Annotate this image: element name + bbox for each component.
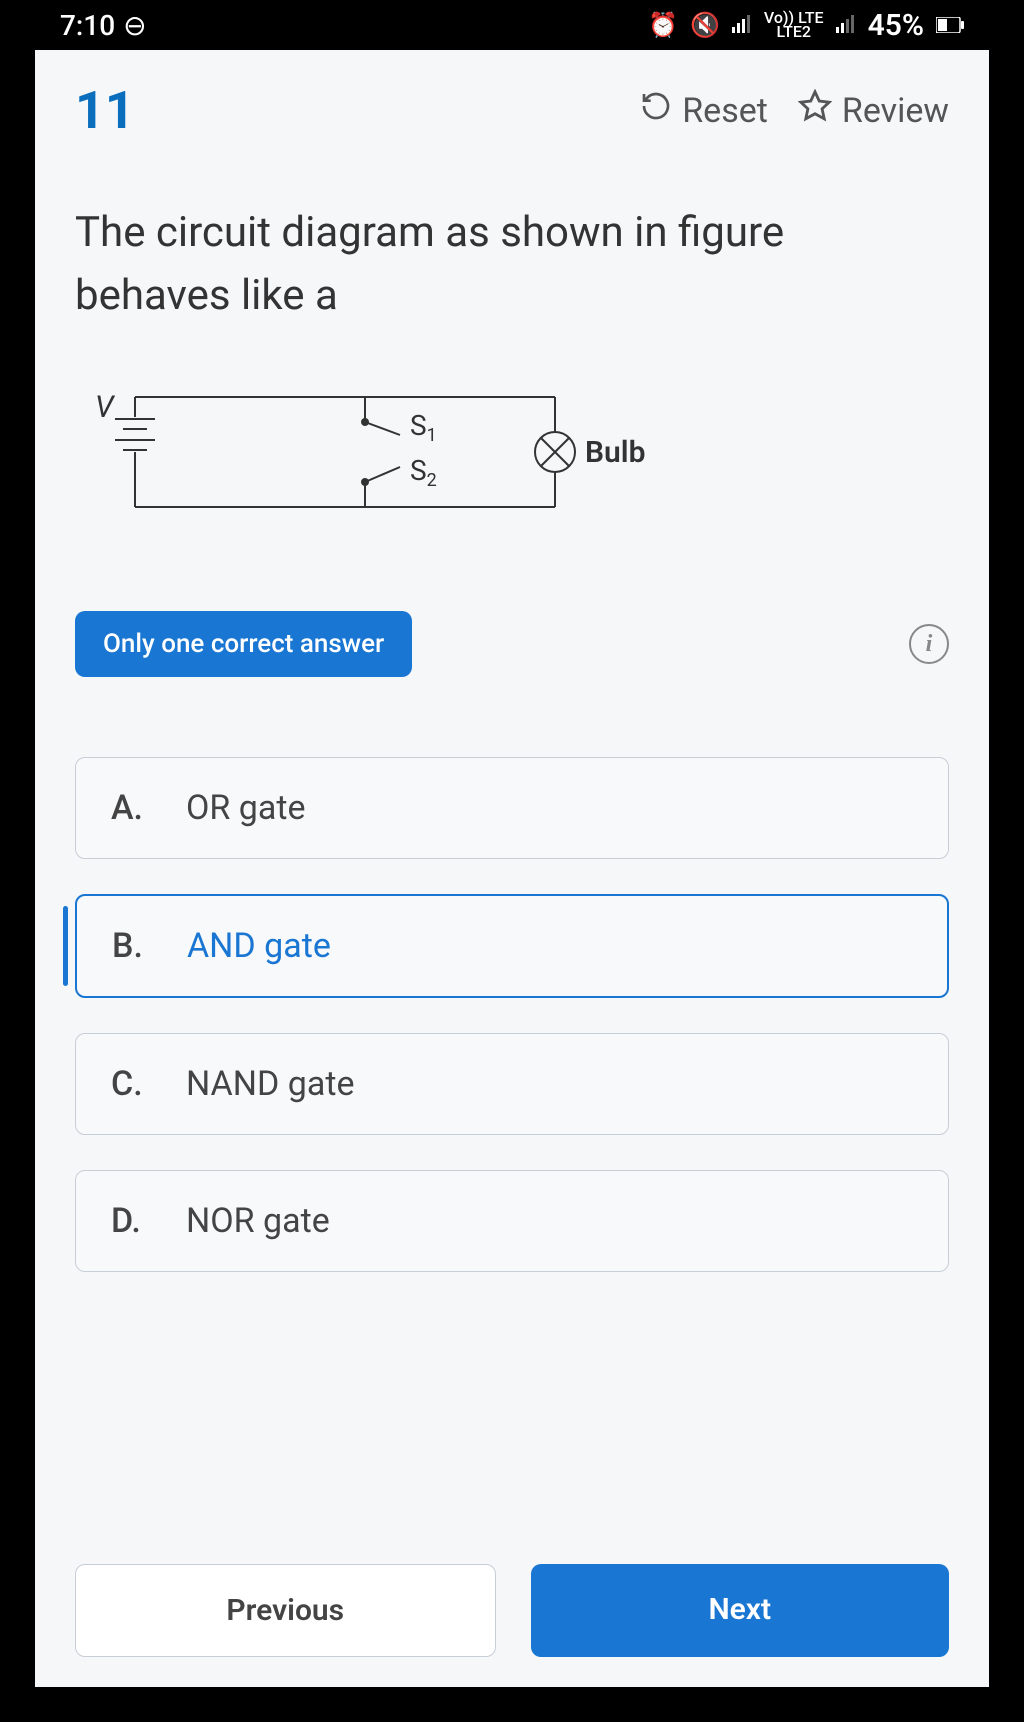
next-button[interactable]: Next: [531, 1564, 950, 1657]
circuit-diagram: V S1 S2 Bulb: [75, 367, 949, 551]
review-label: Review: [842, 91, 949, 131]
option-letter: C.: [111, 1064, 151, 1104]
review-button[interactable]: Review: [798, 89, 949, 132]
circuit-v-label: V: [95, 390, 116, 425]
alarm-icon: ⏰: [648, 11, 678, 39]
info-icon[interactable]: i: [909, 624, 949, 664]
reset-button[interactable]: Reset: [640, 90, 768, 131]
option-text: OR gate: [186, 788, 306, 828]
footer-navigation: Previous Next: [75, 1504, 949, 1657]
battery-percentage: 45%: [868, 8, 924, 43]
option-letter: B.: [112, 926, 152, 966]
network-label: Vo)) LTE LTE2: [764, 11, 824, 40]
status-bar: 7:10 ⊖ ⏰ 🔇 Vo)) LTE LTE2 45%: [35, 0, 989, 50]
status-time: 7:10: [60, 9, 115, 42]
reset-icon: [640, 90, 672, 131]
dnd-icon: ⊖: [123, 9, 146, 42]
option-letter: A.: [111, 788, 151, 828]
reset-label: Reset: [682, 91, 768, 131]
answer-type-badge: Only one correct answer: [75, 611, 412, 677]
signal-icon: [732, 11, 752, 39]
option-a[interactable]: A. OR gate: [75, 757, 949, 859]
mute-icon: 🔇: [690, 11, 720, 39]
circuit-s1-label: S1: [410, 409, 437, 446]
option-b[interactable]: B. AND gate: [75, 894, 949, 998]
option-d[interactable]: D. NOR gate: [75, 1170, 949, 1272]
option-text: NAND gate: [186, 1064, 354, 1104]
question-number: 11: [75, 80, 135, 141]
question-text: The circuit diagram as shown in figure b…: [75, 201, 949, 327]
signal-icon-2: [836, 11, 856, 39]
option-letter: D.: [111, 1201, 151, 1241]
circuit-bulb-label: Bulb: [585, 435, 645, 470]
circuit-s2-label: S2: [410, 454, 437, 491]
options-list: A. OR gate B. AND gate C. NAND gate D. N…: [75, 757, 949, 1272]
option-c[interactable]: C. NAND gate: [75, 1033, 949, 1135]
question-header: 11 Reset Review: [75, 80, 949, 141]
star-icon: [798, 89, 832, 132]
battery-icon: [936, 11, 964, 39]
option-text: AND gate: [187, 926, 331, 966]
previous-button[interactable]: Previous: [75, 1564, 496, 1657]
option-text: NOR gate: [186, 1201, 330, 1241]
